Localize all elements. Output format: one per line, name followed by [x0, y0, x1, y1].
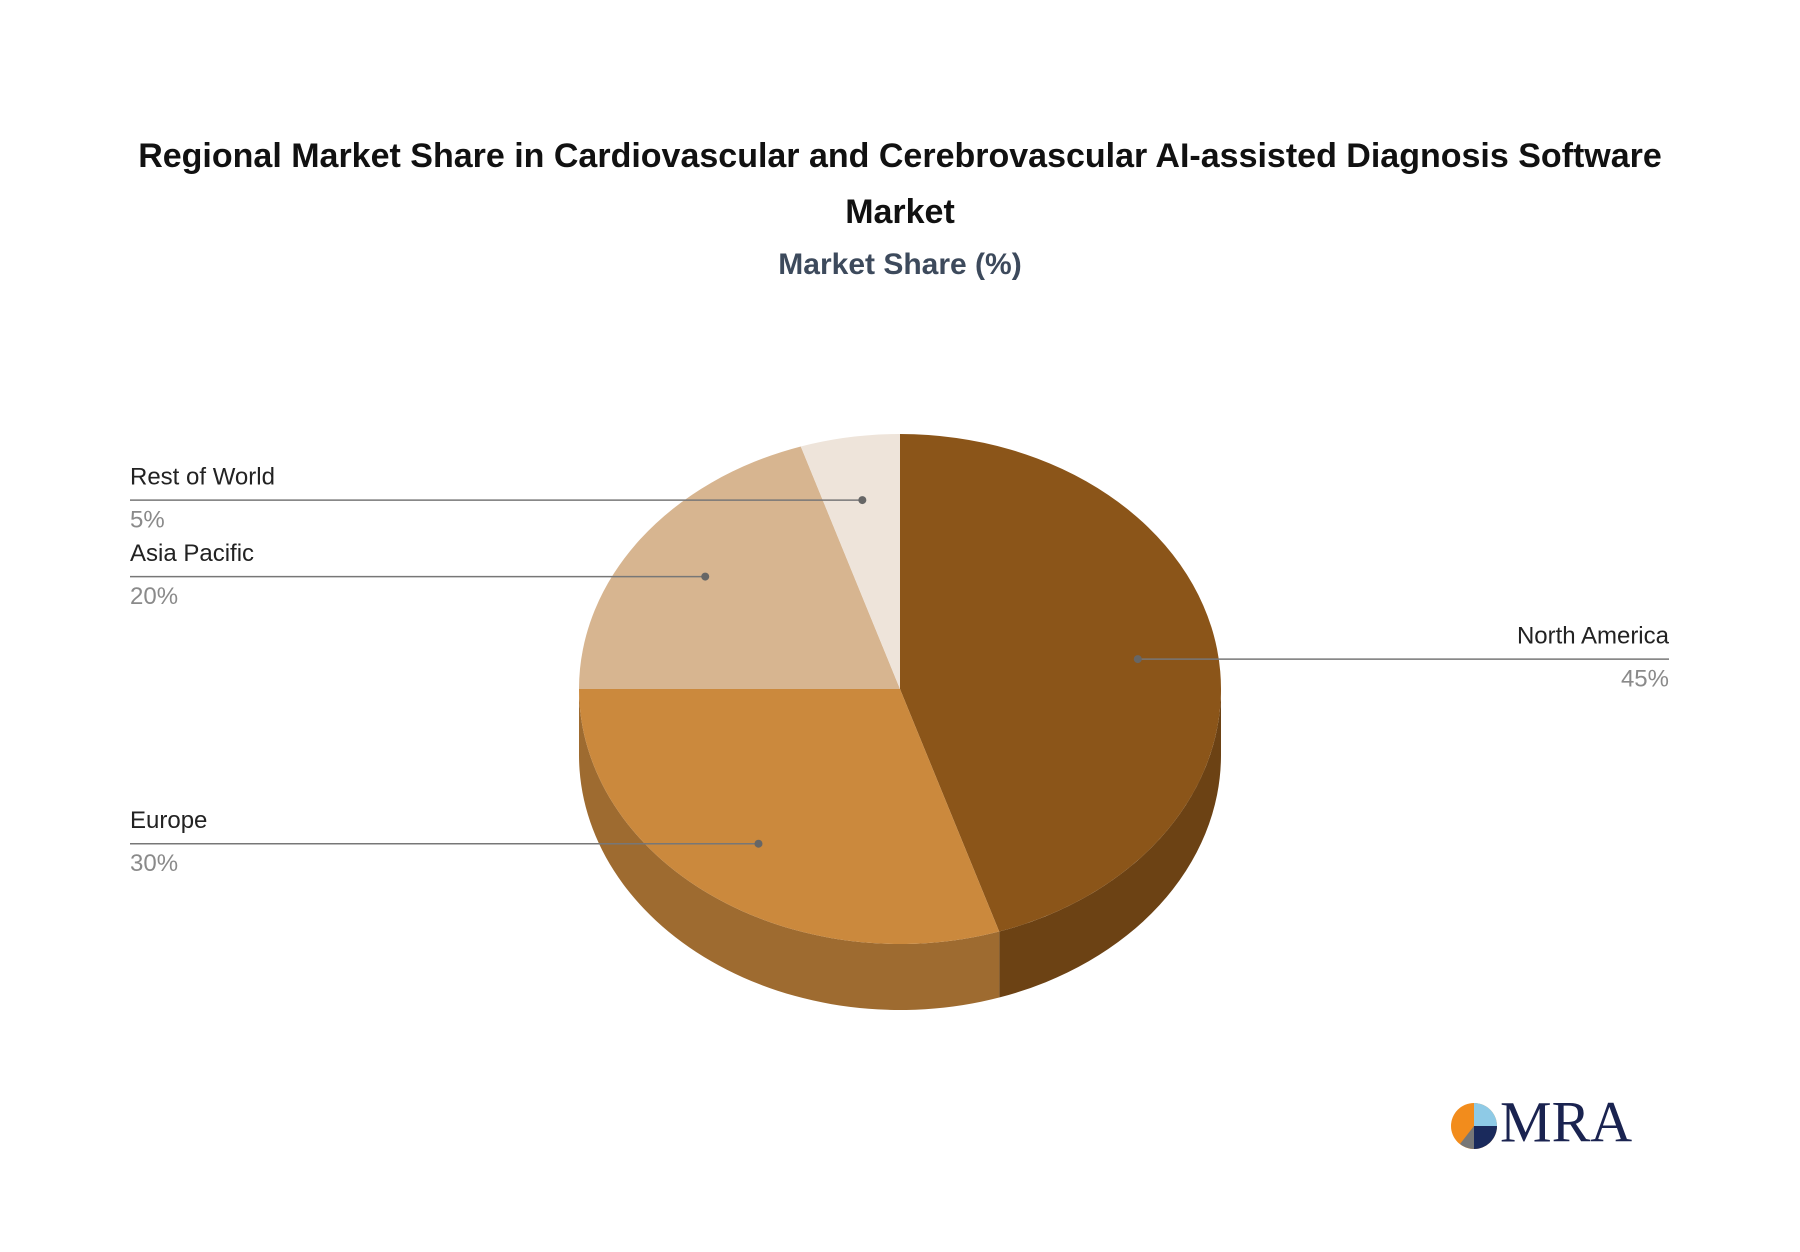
data-label: 30%	[130, 850, 178, 877]
slice-side	[999, 689, 1221, 998]
leader-dot	[858, 496, 867, 505]
logo-icon	[1474, 1103, 1497, 1126]
slice-side	[578, 689, 1000, 1010]
logo: MRA	[1451, 1089, 1632, 1154]
leader-dot	[1133, 655, 1142, 664]
data-label: 45%	[1621, 665, 1669, 692]
legend-label: Rest of World	[130, 463, 275, 490]
logo-text: MRA	[1500, 1089, 1632, 1154]
legend-label: Asia Pacific	[130, 540, 254, 567]
data-label: 5%	[130, 506, 165, 533]
data-label: 20%	[130, 583, 178, 610]
leader-dot	[754, 839, 763, 848]
legend-label: North America	[1517, 622, 1670, 649]
logo-icon	[1460, 1126, 1474, 1149]
chart-title: Regional Market Share in Cardiovascular …	[138, 137, 1662, 231]
slice	[900, 434, 1221, 932]
slice	[800, 434, 900, 689]
chart-subtitle: Market Share (%)	[778, 248, 1022, 281]
leader-dot	[701, 572, 710, 581]
slice	[578, 689, 1000, 944]
slice	[579, 446, 900, 689]
legend-label: Europe	[130, 807, 207, 834]
logo-icon	[1474, 1126, 1497, 1149]
